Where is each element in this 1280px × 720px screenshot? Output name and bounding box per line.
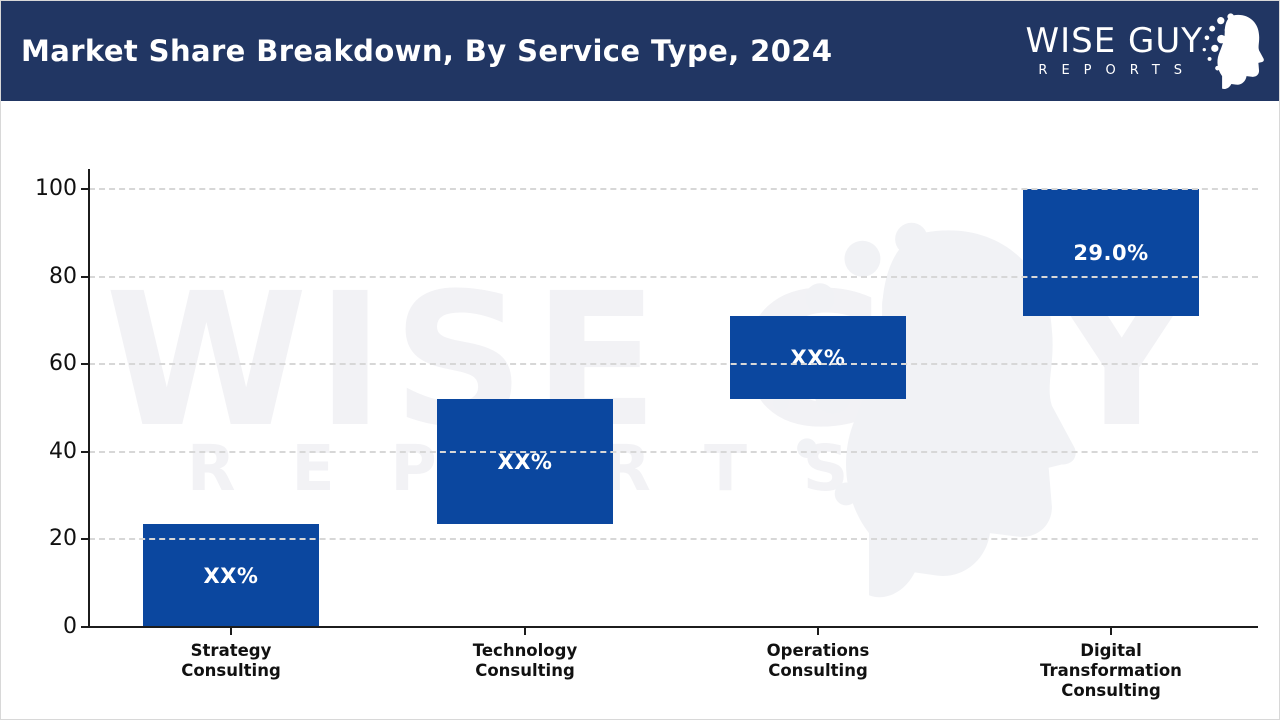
bar-technology-consulting: XX%: [437, 399, 613, 525]
y-tick-mark: [81, 538, 89, 541]
bar-value-label: XX%: [203, 563, 259, 588]
page-title: Market Share Breakdown, By Service Type,…: [21, 34, 833, 68]
x-tick-label-line: Operations: [766, 641, 870, 660]
y-tick-mark: [81, 188, 89, 190]
bar-operations-consulting: XX%: [730, 316, 906, 400]
x-tick-mark: [817, 628, 819, 635]
y-tick-label: 100: [35, 176, 77, 201]
y-tick-mark: [81, 450, 89, 453]
x-tick-label-line: Consulting: [1061, 681, 1161, 700]
bar-digital-transformation-consulting: 29.0%: [1023, 189, 1199, 317]
brand-logo: WISE GUY REPORTS: [1025, 7, 1265, 95]
bar-value-label: XX%: [497, 449, 553, 474]
bar-strategy-consulting: XX%: [143, 524, 319, 627]
y-axis-line: [88, 169, 90, 628]
x-tick-label-line: Consulting: [181, 661, 281, 680]
y-tick-label: 0: [63, 614, 77, 639]
header: Market Share Breakdown, By Service Type,…: [1, 1, 1279, 101]
x-tick-label-line: Transformation: [1040, 661, 1182, 680]
x-tick-mark: [1110, 628, 1112, 635]
x-axis-line: [88, 626, 1258, 628]
y-tick-label: 80: [49, 263, 77, 289]
x-tick-label-line: Technology: [472, 641, 578, 660]
bar-value-label: 29.0%: [1073, 240, 1149, 265]
x-tick-label: Digital Transformation Consulting: [971, 641, 1251, 701]
y-tick-mark: [81, 626, 89, 628]
y-tick-label: 60: [49, 351, 77, 377]
y-tick-label: 20: [49, 526, 77, 552]
logo-text: WISE GUY REPORTS: [1025, 24, 1203, 78]
x-tick-label: Strategy Consulting: [91, 641, 371, 681]
x-tick-label-line: Consulting: [768, 661, 868, 680]
y-tick-mark: [81, 363, 89, 366]
logo-wordmark: WISE GUY: [1025, 21, 1203, 61]
x-tick-label-line: Strategy: [190, 641, 272, 660]
y-tick-label: 40: [49, 438, 77, 464]
x-tick-label-line: Consulting: [475, 661, 575, 680]
y-tick-mark: [81, 275, 89, 278]
x-tick-label: Operations Consulting: [678, 641, 958, 681]
wise-guy-head-icon: [1202, 13, 1264, 90]
x-tick-label-line: Digital: [1080, 641, 1142, 660]
x-tick-label: Technology Consulting: [385, 641, 665, 681]
x-tick-mark: [524, 628, 526, 635]
logo-subtext: REPORTS: [1038, 63, 1197, 78]
bar-value-label: XX%: [790, 345, 846, 370]
x-tick-mark: [230, 628, 232, 635]
